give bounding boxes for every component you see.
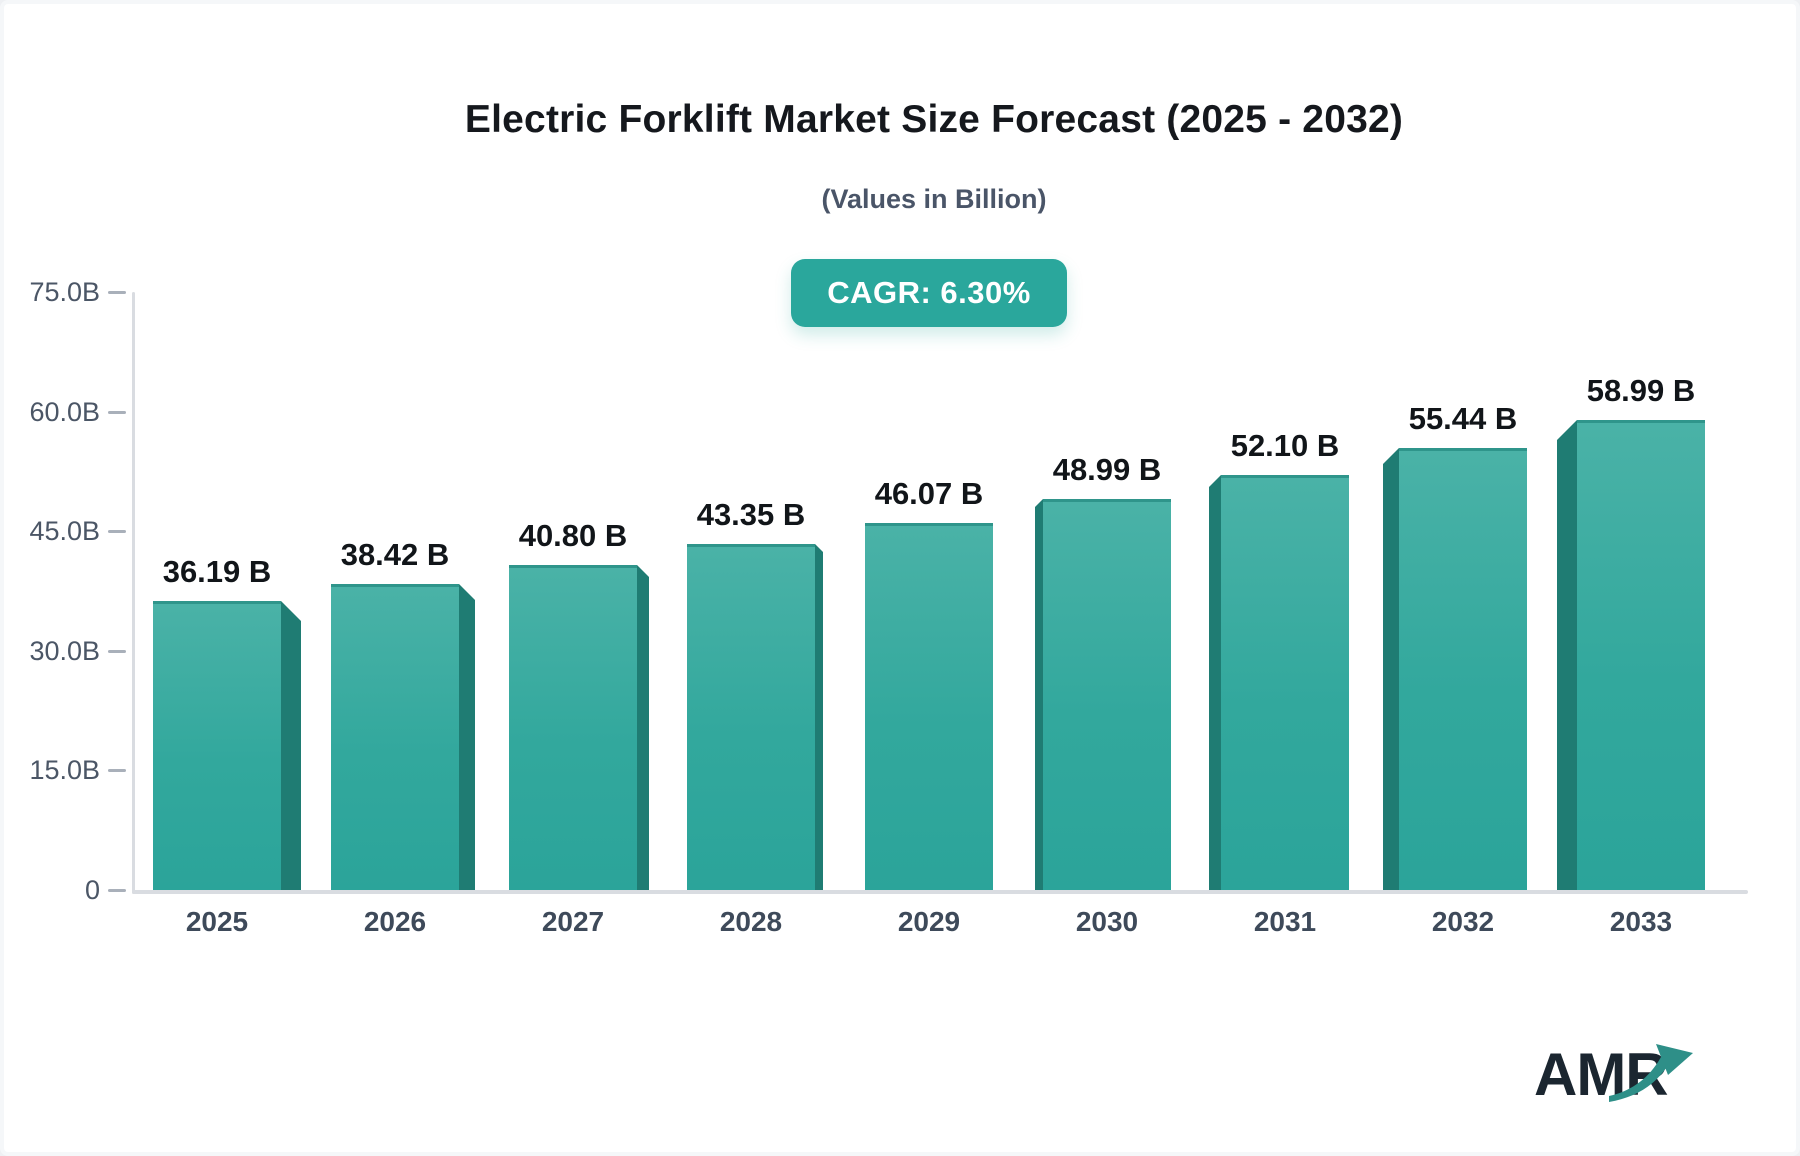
y-tick-mark	[108, 769, 126, 773]
x-tick-label-2025: 2025	[185, 906, 249, 937]
y-tick-mark	[108, 530, 126, 534]
bar-2029	[865, 523, 993, 890]
x-tick-label-2031: 2031	[1253, 906, 1317, 937]
x-tick-label-2029: 2029	[897, 906, 961, 937]
bar-value-label-2032: 55.44 B	[1408, 401, 1518, 436]
bar-2028	[687, 544, 815, 890]
y-tick-label-60.0B: 60.0B	[29, 396, 100, 427]
bar-side-2032	[1383, 448, 1399, 890]
bar-2027	[509, 565, 637, 890]
bar-value-label-2025: 36.19 B	[162, 554, 272, 589]
bar-2030	[1043, 499, 1171, 890]
growth-arrow-icon	[1609, 1044, 1693, 1102]
bar-value-label-2031: 52.10 B	[1230, 428, 1340, 463]
x-tick-label-2030: 2030	[1075, 906, 1139, 937]
bar-side-2025	[281, 601, 301, 890]
y-tick-label-45.0B: 45.0B	[29, 516, 100, 547]
chart-subtitle: (Values in Billion)	[821, 184, 1047, 214]
y-tick-label-0: 0	[84, 875, 100, 905]
bar-2031	[1221, 475, 1349, 890]
bar-side-2033	[1557, 420, 1577, 890]
y-tick-mark	[108, 649, 126, 653]
bar-value-label-2026: 38.42 B	[340, 537, 450, 572]
cagr-badge: CAGR: 6.30%	[791, 259, 1067, 327]
bar-side-2031	[1209, 475, 1221, 890]
x-tick-label-2033: 2033	[1609, 906, 1673, 937]
bar-value-label-2027: 40.80 B	[518, 518, 628, 553]
cagr-badge-label: CAGR: 6.30%	[827, 275, 1031, 310]
y-tick-mark	[108, 889, 126, 892]
bar-2025	[153, 601, 281, 890]
x-tick-label-2028: 2028	[719, 906, 783, 937]
x-tick-label-2027: 2027	[541, 906, 605, 937]
bar-value-label-2029: 46.07 B	[874, 476, 984, 511]
y-tick-label-75.0B: 75.0B	[29, 277, 100, 307]
bar-value-label-2033: 58.99 B	[1586, 373, 1696, 408]
y-tick-mark	[108, 291, 126, 294]
y-tick-mark	[108, 410, 126, 414]
amr-logo-text: AMR	[1534, 1041, 1669, 1108]
bar-side-2028	[815, 544, 823, 890]
y-axis-line	[132, 292, 135, 894]
bar-2033	[1577, 420, 1705, 890]
x-axis-line	[132, 890, 1748, 894]
y-tick-label-15.0B: 15.0B	[29, 755, 100, 786]
bar-side-2030	[1035, 499, 1043, 890]
bar-value-label-2030: 48.99 B	[1052, 452, 1162, 487]
x-tick-label-2032: 2032	[1431, 906, 1495, 937]
y-tick-label-30.0B: 30.0B	[29, 635, 100, 666]
bar-value-label-2028: 43.35 B	[696, 497, 806, 532]
bar-side-2027	[637, 565, 649, 890]
bar-2032	[1399, 448, 1527, 890]
bar-2026	[331, 584, 459, 890]
chart-title: Electric Forklift Market Size Forecast (…	[464, 98, 1404, 141]
bar-side-2026	[459, 584, 475, 890]
x-tick-label-2026: 2026	[363, 906, 427, 937]
